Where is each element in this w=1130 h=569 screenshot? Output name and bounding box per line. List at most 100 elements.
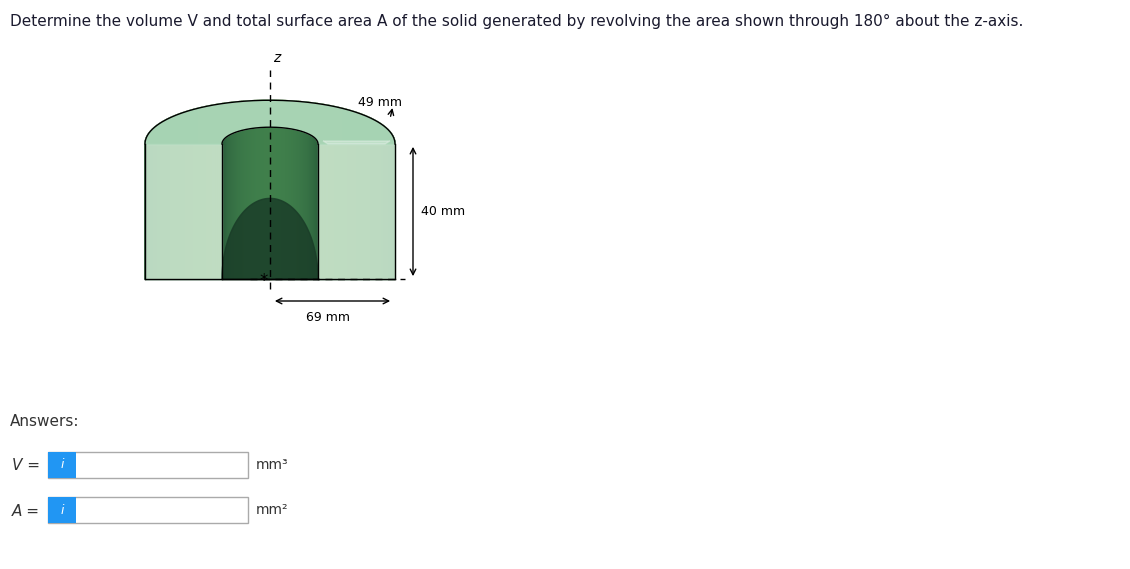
Polygon shape (290, 101, 293, 279)
Polygon shape (357, 113, 358, 279)
Polygon shape (168, 118, 170, 279)
Text: z: z (273, 51, 280, 65)
Polygon shape (368, 117, 370, 279)
Polygon shape (306, 102, 307, 279)
Polygon shape (353, 111, 354, 279)
Polygon shape (302, 102, 304, 279)
Polygon shape (242, 101, 244, 279)
Polygon shape (206, 106, 207, 279)
Polygon shape (232, 102, 234, 279)
Polygon shape (255, 101, 258, 279)
Polygon shape (295, 101, 296, 279)
Polygon shape (345, 109, 346, 279)
Polygon shape (367, 117, 368, 279)
Polygon shape (331, 106, 333, 279)
FancyBboxPatch shape (47, 497, 247, 523)
Polygon shape (333, 106, 334, 279)
Polygon shape (330, 105, 331, 279)
Polygon shape (221, 199, 318, 279)
Polygon shape (318, 144, 396, 279)
Polygon shape (244, 101, 245, 279)
Polygon shape (362, 114, 364, 279)
Polygon shape (259, 100, 261, 279)
Polygon shape (209, 105, 210, 279)
Polygon shape (247, 101, 250, 279)
Polygon shape (359, 113, 360, 279)
Polygon shape (261, 100, 263, 279)
Polygon shape (145, 144, 221, 279)
Polygon shape (340, 108, 341, 279)
Polygon shape (173, 116, 174, 279)
Polygon shape (293, 101, 295, 279)
Polygon shape (337, 107, 338, 279)
Polygon shape (318, 104, 319, 279)
Polygon shape (315, 103, 318, 279)
Polygon shape (328, 105, 330, 279)
Polygon shape (250, 101, 251, 279)
Text: mm³: mm³ (257, 458, 288, 472)
Polygon shape (322, 104, 324, 279)
Text: i: i (60, 504, 63, 517)
Polygon shape (183, 112, 185, 279)
Polygon shape (327, 105, 328, 279)
Polygon shape (341, 108, 344, 279)
Polygon shape (216, 104, 217, 279)
Polygon shape (175, 115, 176, 279)
Polygon shape (172, 117, 173, 279)
Polygon shape (180, 113, 181, 279)
Polygon shape (271, 100, 273, 279)
Polygon shape (323, 141, 390, 144)
Polygon shape (185, 112, 186, 279)
Polygon shape (288, 101, 290, 279)
Polygon shape (344, 109, 345, 279)
Polygon shape (298, 101, 301, 279)
Polygon shape (313, 103, 315, 279)
Text: Answers:: Answers: (10, 414, 79, 429)
Polygon shape (188, 110, 189, 279)
Polygon shape (210, 105, 212, 279)
Polygon shape (203, 106, 206, 279)
Polygon shape (304, 102, 306, 279)
Polygon shape (273, 100, 275, 279)
Polygon shape (189, 110, 191, 279)
Polygon shape (287, 101, 288, 279)
Polygon shape (365, 116, 366, 279)
Polygon shape (202, 107, 203, 279)
Polygon shape (277, 100, 279, 279)
Polygon shape (237, 101, 240, 279)
Polygon shape (285, 101, 287, 279)
Polygon shape (301, 101, 302, 279)
Polygon shape (176, 114, 177, 279)
Polygon shape (214, 105, 216, 279)
Polygon shape (364, 115, 365, 279)
FancyBboxPatch shape (47, 452, 76, 478)
Polygon shape (197, 108, 199, 279)
Polygon shape (354, 112, 355, 279)
Polygon shape (219, 104, 221, 279)
Polygon shape (267, 100, 269, 279)
Text: 69 mm: 69 mm (305, 311, 349, 324)
Polygon shape (245, 101, 247, 279)
Polygon shape (195, 109, 197, 279)
Text: A =: A = (12, 504, 40, 518)
Polygon shape (192, 109, 194, 279)
Text: 40 mm: 40 mm (421, 205, 466, 218)
Polygon shape (191, 110, 192, 279)
Polygon shape (324, 105, 327, 279)
Polygon shape (334, 106, 337, 279)
Polygon shape (269, 100, 271, 279)
Polygon shape (348, 110, 349, 279)
Polygon shape (182, 113, 183, 279)
Polygon shape (258, 100, 259, 279)
Polygon shape (234, 102, 236, 279)
Polygon shape (199, 108, 200, 279)
Polygon shape (266, 100, 267, 279)
FancyBboxPatch shape (47, 452, 247, 478)
Polygon shape (171, 117, 172, 279)
Polygon shape (350, 110, 353, 279)
Polygon shape (251, 101, 253, 279)
Polygon shape (279, 100, 281, 279)
Polygon shape (181, 113, 182, 279)
Text: Determine the volume V and total surface area A of the solid generated by revolv: Determine the volume V and total surface… (10, 14, 1024, 29)
Polygon shape (307, 102, 310, 279)
